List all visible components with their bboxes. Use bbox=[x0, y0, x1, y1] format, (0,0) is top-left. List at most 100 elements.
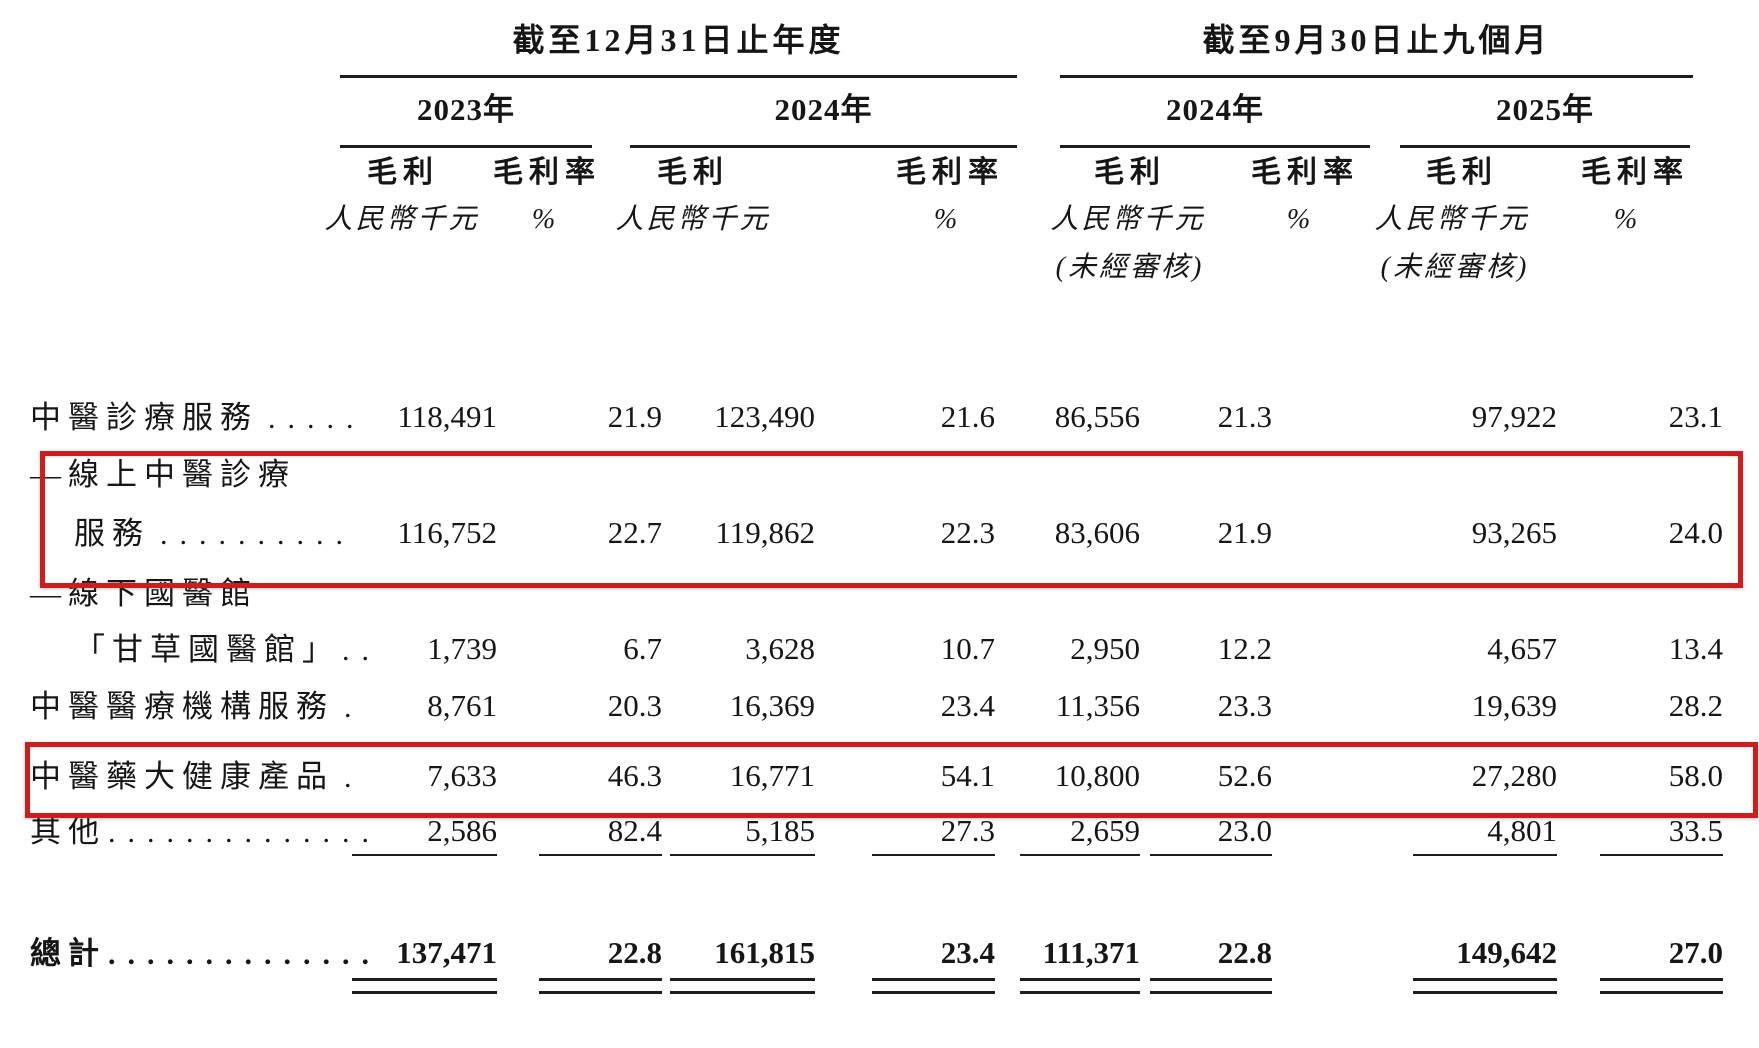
unit-percent-c6: % bbox=[1286, 204, 1314, 235]
cell-r2-gp-2025-9m: 93,265 bbox=[1471, 515, 1557, 550]
cell-total-gp-2024: 161,815 bbox=[714, 935, 815, 970]
cell-r2-gm-2025-9m: 24.0 bbox=[1668, 515, 1723, 550]
cell-r4-gp-2025-9m: 19,639 bbox=[1471, 688, 1557, 723]
cell-r6-gm-2024: 27.3 bbox=[940, 813, 995, 848]
row-label-others: 其他.............. bbox=[30, 814, 381, 851]
total-double-rule-c8 bbox=[1600, 978, 1723, 994]
cell-r5-gm-2023: 46.3 bbox=[607, 758, 662, 793]
subtotal-rule-c3 bbox=[670, 854, 815, 856]
subtotal-rule-c6 bbox=[1150, 854, 1272, 856]
cell-r5-gp-2025-9m: 27,280 bbox=[1471, 758, 1557, 793]
unaudited-note-c5: (未經審核) bbox=[1055, 252, 1205, 283]
cell-r3-gp-2025-9m: 4,657 bbox=[1487, 631, 1557, 666]
cell-total-gp-2025-9m: 149,642 bbox=[1456, 935, 1557, 970]
cell-total-gm-2025-9m: 27.0 bbox=[1668, 935, 1723, 970]
row-label-text: 中醫診療服務 bbox=[30, 400, 258, 435]
group-rule-left bbox=[340, 75, 1017, 78]
year-rule-2025-9m bbox=[1400, 145, 1690, 148]
subtotal-rule-c8 bbox=[1600, 854, 1723, 856]
subheader-gross-margin-c6: 毛利率 bbox=[1251, 156, 1359, 189]
cell-r5-gp-2024-9m: 10,800 bbox=[1054, 758, 1140, 793]
column-group-title-year-ended: 截至12月31日止年度 bbox=[512, 22, 845, 58]
group-rule-right bbox=[1060, 75, 1693, 78]
row-label-online-tcm-line1: —線上中醫診療 bbox=[30, 457, 296, 492]
year-header-2025-9m: 2025年 bbox=[1496, 92, 1594, 127]
dot-leader: . bbox=[344, 761, 364, 794]
cell-r3-gm-2024: 10.7 bbox=[940, 631, 995, 666]
row-label-text: 中醫藥大健康產品 bbox=[30, 759, 334, 794]
dot-leader: . bbox=[344, 691, 364, 724]
cell-total-gm-2024-9m: 22.8 bbox=[1217, 935, 1272, 970]
cell-r4-gp-2023: 8,761 bbox=[427, 688, 497, 723]
row-label-text: 「甘草國醫館」 bbox=[74, 632, 340, 667]
cell-total-gm-2024: 23.4 bbox=[940, 935, 995, 970]
cell-r1-gm-2023: 21.9 bbox=[607, 399, 662, 434]
dot-leader: ..... bbox=[268, 402, 366, 435]
cell-r4-gp-2024-9m: 11,356 bbox=[1055, 688, 1140, 723]
cell-r6-gp-2023: 2,586 bbox=[427, 813, 497, 848]
year-header-2024-9m: 2024年 bbox=[1166, 92, 1264, 127]
total-double-rule-c7 bbox=[1413, 978, 1557, 994]
row-label-text: 服務 bbox=[74, 516, 150, 551]
row-label-offline-clinic-line1: —線下國醫館 bbox=[30, 576, 258, 611]
cell-r2-gp-2024: 119,862 bbox=[715, 515, 815, 550]
subtotal-rule-c1 bbox=[352, 854, 497, 856]
row-label-online-tcm-line2: 服務.......... bbox=[74, 516, 355, 553]
cell-total-gp-2024-9m: 111,371 bbox=[1042, 935, 1140, 970]
cell-r6-gm-2025-9m: 33.5 bbox=[1668, 813, 1723, 848]
unit-rmb-c5: 人民幣千元 bbox=[1050, 204, 1206, 235]
cell-r5-gm-2024-9m: 52.6 bbox=[1217, 758, 1272, 793]
cell-r3-gm-2024-9m: 12.2 bbox=[1217, 631, 1272, 666]
unit-percent-c4: % bbox=[933, 204, 961, 235]
cell-r6-gp-2024-9m: 2,659 bbox=[1070, 813, 1140, 848]
year-header-2023: 2023年 bbox=[417, 92, 515, 127]
cell-r5-gp-2024: 16,771 bbox=[729, 758, 815, 793]
cell-r3-gp-2024: 3,628 bbox=[745, 631, 815, 666]
year-rule-2024-annual bbox=[630, 145, 1017, 148]
subheader-gross-margin-c2: 毛利率 bbox=[493, 156, 601, 189]
subtotal-rule-c2 bbox=[539, 854, 662, 856]
cell-r1-gm-2025-9m: 23.1 bbox=[1668, 399, 1723, 434]
subheader-gross-margin-c4: 毛利率 bbox=[896, 156, 1004, 189]
cell-r2-gm-2024-9m: 21.9 bbox=[1217, 515, 1272, 550]
cell-r1-gp-2024-9m: 86,556 bbox=[1054, 399, 1140, 434]
cell-r4-gp-2024: 16,369 bbox=[729, 688, 815, 723]
cell-r5-gm-2024: 54.1 bbox=[940, 758, 995, 793]
unit-rmb-c1: 人民幣千元 bbox=[324, 204, 480, 235]
cell-r6-gp-2024: 5,185 bbox=[745, 813, 815, 848]
row-label-total: 總計.............. bbox=[30, 936, 381, 973]
cell-r1-gp-2024: 123,490 bbox=[714, 399, 815, 434]
total-double-rule-c4 bbox=[872, 978, 995, 994]
row-label-text: 中醫醫療機構服務 bbox=[30, 689, 334, 724]
subheader-gross-margin-c8: 毛利率 bbox=[1581, 156, 1689, 189]
cell-r2-gp-2024-9m: 83,606 bbox=[1054, 515, 1140, 550]
subheader-gross-profit-c5: 毛利 bbox=[1094, 156, 1166, 189]
unaudited-note-c7: (未經審核) bbox=[1380, 252, 1530, 283]
subheader-gross-profit-c3: 毛利 bbox=[657, 156, 729, 189]
cell-r4-gm-2025-9m: 28.2 bbox=[1668, 688, 1723, 723]
cell-total-gp-2023: 137,471 bbox=[396, 935, 497, 970]
unit-percent-c8: % bbox=[1613, 204, 1641, 235]
cell-r4-gm-2024-9m: 23.3 bbox=[1217, 688, 1272, 723]
cell-r4-gm-2024: 23.4 bbox=[940, 688, 995, 723]
cell-total-gm-2023: 22.8 bbox=[607, 935, 662, 970]
cell-r1-gp-2023: 118,491 bbox=[397, 399, 497, 434]
row-label-tcm-health-products: 中醫藥大健康產品. bbox=[30, 759, 364, 796]
year-rule-2024-9m bbox=[1060, 145, 1370, 148]
cell-r6-gm-2023: 82.4 bbox=[607, 813, 662, 848]
total-double-rule-c2 bbox=[539, 978, 662, 994]
cell-r1-gm-2024-9m: 21.3 bbox=[1217, 399, 1272, 434]
dot-leader: .............. bbox=[108, 938, 381, 971]
cell-r2-gm-2024: 22.3 bbox=[940, 515, 995, 550]
row-label-tcm-diagnosis: 中醫診療服務..... bbox=[30, 400, 366, 437]
cell-r2-gp-2023: 116,752 bbox=[397, 515, 497, 550]
cell-r6-gp-2025-9m: 4,801 bbox=[1487, 813, 1557, 848]
cell-r3-gm-2023: 6.7 bbox=[623, 631, 662, 666]
unit-rmb-c7: 人民幣千元 bbox=[1374, 204, 1530, 235]
dot-leader: .......... bbox=[160, 518, 355, 551]
cell-r5-gm-2025-9m: 58.0 bbox=[1668, 758, 1723, 793]
total-double-rule-c5 bbox=[1020, 978, 1140, 994]
row-label-tcm-institution: 中醫醫療機構服務. bbox=[30, 689, 364, 726]
subtotal-rule-c4 bbox=[872, 854, 995, 856]
